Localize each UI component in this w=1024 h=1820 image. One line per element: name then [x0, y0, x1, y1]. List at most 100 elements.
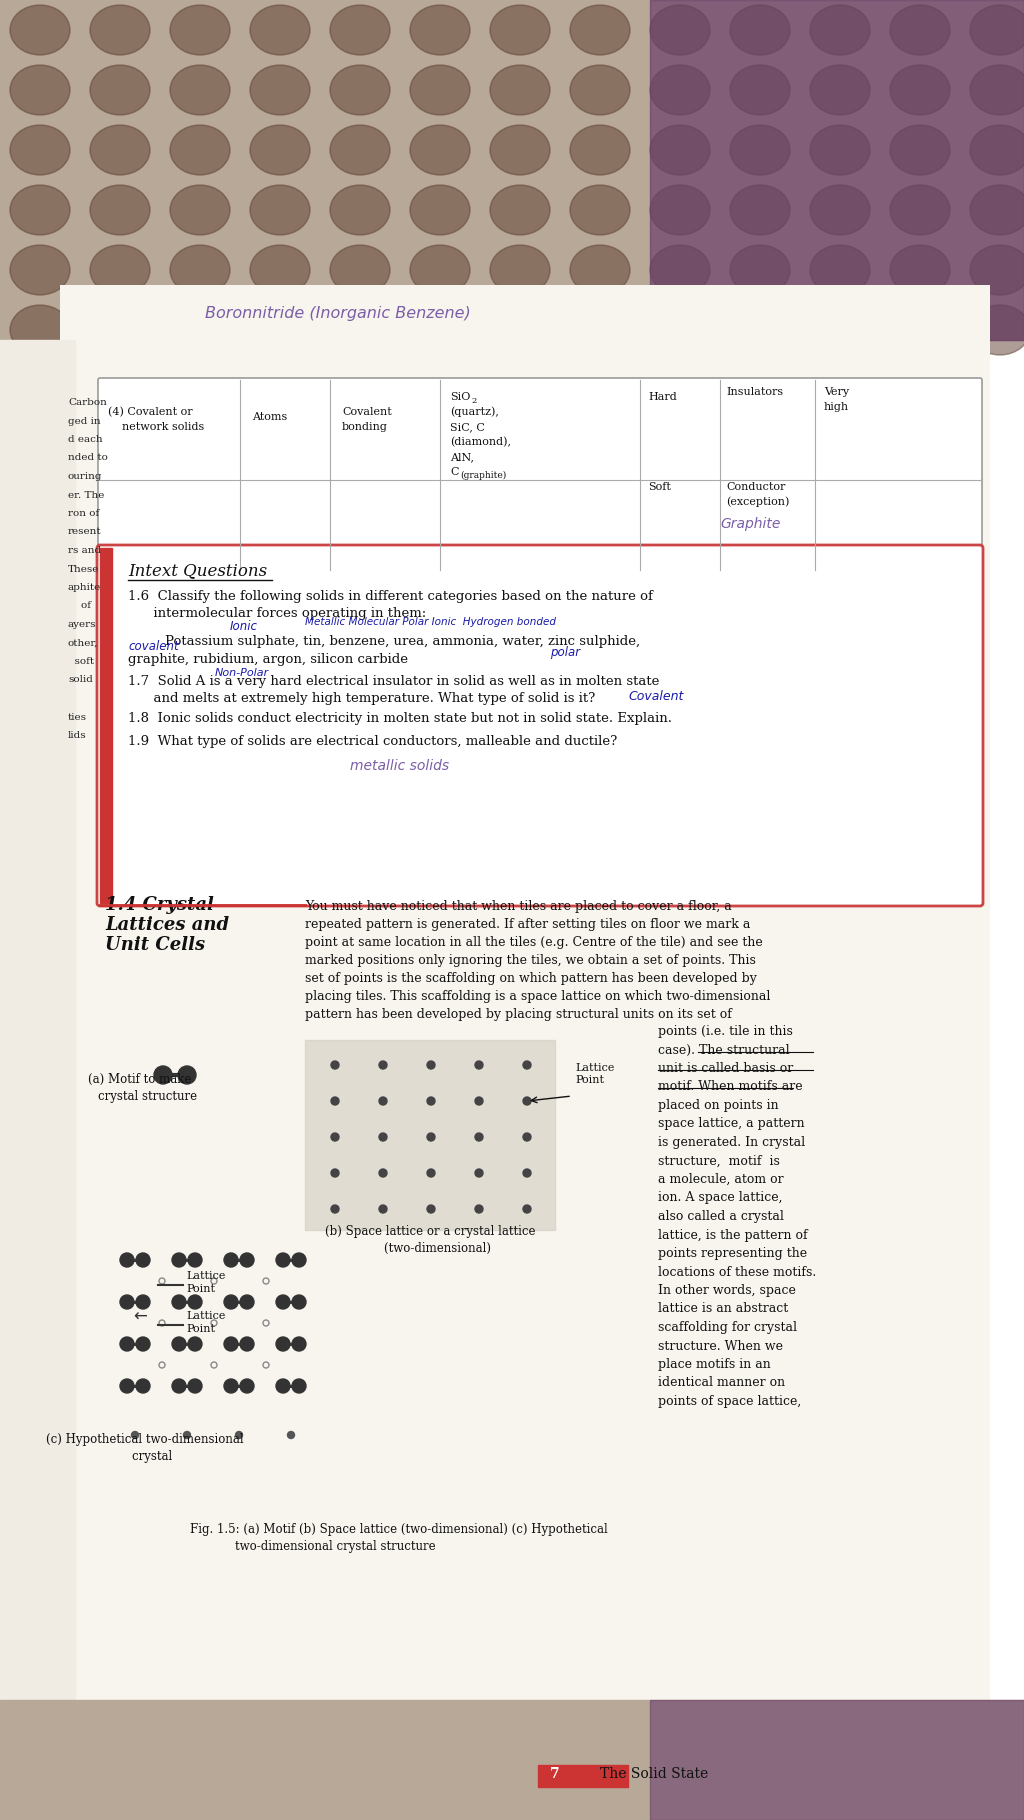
Ellipse shape: [890, 186, 950, 235]
Circle shape: [172, 1252, 186, 1267]
Text: SiC, C: SiC, C: [450, 422, 485, 431]
Ellipse shape: [410, 246, 470, 295]
Text: ged in: ged in: [68, 417, 100, 426]
Ellipse shape: [170, 66, 230, 115]
Ellipse shape: [410, 5, 470, 55]
Text: Boronnitride (Inorganic Benzene): Boronnitride (Inorganic Benzene): [205, 306, 471, 320]
Text: nded to: nded to: [68, 453, 108, 462]
Bar: [650, 0, 1024, 340]
Ellipse shape: [570, 306, 630, 355]
Ellipse shape: [490, 246, 550, 295]
Circle shape: [276, 1380, 290, 1392]
Text: and melts at extremely high temperature. What type of solid is it?: and melts at extremely high temperature.…: [128, 692, 604, 704]
Ellipse shape: [970, 126, 1024, 175]
Ellipse shape: [250, 306, 310, 355]
Ellipse shape: [10, 5, 70, 55]
Text: d each: d each: [68, 435, 102, 444]
Ellipse shape: [250, 126, 310, 175]
Circle shape: [178, 1067, 196, 1085]
Text: identical manner on: identical manner on: [658, 1376, 785, 1389]
Ellipse shape: [90, 126, 150, 175]
Text: network solids: network solids: [108, 422, 204, 431]
Text: resent: resent: [68, 528, 101, 537]
Ellipse shape: [890, 126, 950, 175]
Text: marked positions only ignoring the tiles, we obtain a set of points. This: marked positions only ignoring the tiles…: [305, 954, 756, 966]
Text: SiO: SiO: [450, 391, 470, 402]
Text: Atoms: Atoms: [252, 411, 288, 422]
Ellipse shape: [810, 246, 870, 295]
Bar: [0, 1700, 1024, 1820]
Text: 1.7  Solid A is a very hard electrical insulator in solid as well as in molten s: 1.7 Solid A is a very hard electrical in…: [128, 675, 659, 688]
Ellipse shape: [890, 5, 950, 55]
Circle shape: [131, 1432, 138, 1438]
Ellipse shape: [490, 66, 550, 115]
Circle shape: [523, 1061, 531, 1068]
Text: In other words, space: In other words, space: [658, 1283, 796, 1298]
Text: ron of: ron of: [68, 510, 99, 519]
Text: Non-Polar: Non-Polar: [215, 668, 269, 679]
Text: of: of: [68, 601, 91, 610]
Circle shape: [276, 1296, 290, 1309]
Text: intermolecular forces operating in them:: intermolecular forces operating in them:: [128, 608, 426, 621]
FancyBboxPatch shape: [97, 544, 983, 906]
Ellipse shape: [650, 246, 710, 295]
Circle shape: [292, 1252, 306, 1267]
Circle shape: [224, 1252, 238, 1267]
Ellipse shape: [250, 5, 310, 55]
Circle shape: [292, 1296, 306, 1309]
Text: Soft: Soft: [648, 482, 671, 491]
Circle shape: [240, 1296, 254, 1309]
Text: lattice is an abstract: lattice is an abstract: [658, 1303, 788, 1316]
Circle shape: [224, 1380, 238, 1392]
Text: Point: Point: [186, 1283, 215, 1294]
Ellipse shape: [170, 5, 230, 55]
Ellipse shape: [410, 126, 470, 175]
Circle shape: [136, 1380, 150, 1392]
Text: lids: lids: [68, 732, 87, 741]
Bar: [305, 1039, 555, 1230]
Ellipse shape: [410, 186, 470, 235]
Text: points representing the: points representing the: [658, 1247, 807, 1259]
Bar: [650, 1700, 1024, 1820]
Ellipse shape: [10, 246, 70, 295]
Circle shape: [154, 1067, 172, 1085]
Text: Lattices and: Lattices and: [105, 915, 229, 934]
Text: Unit Cells: Unit Cells: [105, 935, 205, 954]
Text: pattern has been developed by placing structural units on its set of: pattern has been developed by placing st…: [305, 1008, 732, 1021]
Text: 7: 7: [550, 1767, 560, 1782]
Ellipse shape: [330, 306, 390, 355]
Ellipse shape: [650, 186, 710, 235]
Ellipse shape: [90, 246, 150, 295]
Circle shape: [523, 1097, 531, 1105]
Text: Potassium sulphate, tin, benzene, urea, ammonia, water, zinc sulphide,: Potassium sulphate, tin, benzene, urea, …: [165, 635, 640, 648]
Ellipse shape: [570, 66, 630, 115]
Text: ←: ←: [133, 1309, 146, 1327]
Ellipse shape: [730, 66, 790, 115]
Text: covalent: covalent: [128, 641, 178, 653]
Circle shape: [136, 1338, 150, 1350]
Text: soft: soft: [68, 657, 94, 666]
Circle shape: [475, 1168, 483, 1178]
Text: ties: ties: [68, 712, 87, 721]
Ellipse shape: [570, 5, 630, 55]
Ellipse shape: [730, 186, 790, 235]
Text: AlN,: AlN,: [450, 451, 474, 462]
Text: polar: polar: [550, 646, 581, 659]
Text: (4) Covalent or: (4) Covalent or: [108, 406, 193, 417]
Ellipse shape: [650, 5, 710, 55]
Ellipse shape: [810, 66, 870, 115]
Ellipse shape: [650, 306, 710, 355]
Ellipse shape: [250, 246, 310, 295]
Circle shape: [475, 1097, 483, 1105]
Ellipse shape: [330, 66, 390, 115]
Ellipse shape: [730, 246, 790, 295]
Text: metallic solids: metallic solids: [350, 759, 450, 774]
Text: place motifs in an: place motifs in an: [658, 1358, 771, 1370]
Circle shape: [379, 1205, 387, 1212]
Ellipse shape: [490, 306, 550, 355]
Ellipse shape: [90, 66, 150, 115]
Ellipse shape: [810, 126, 870, 175]
Circle shape: [172, 1380, 186, 1392]
Ellipse shape: [890, 66, 950, 115]
Text: locations of these motifs.: locations of these motifs.: [658, 1265, 816, 1278]
